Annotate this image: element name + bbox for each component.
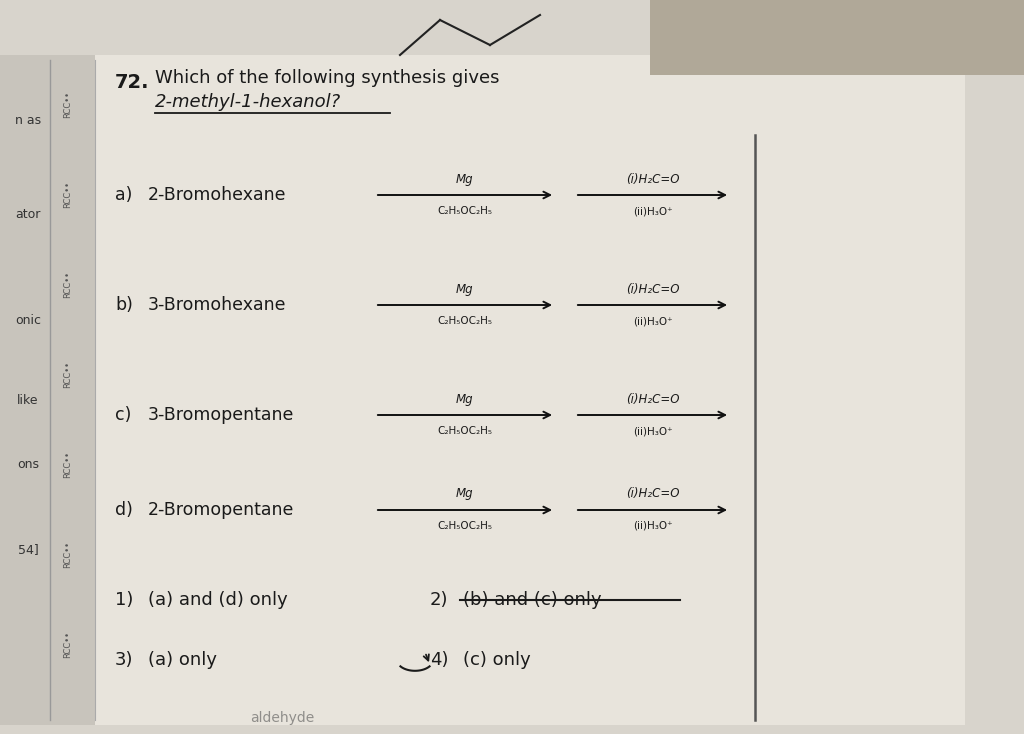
Text: RCC••: RCC••: [63, 542, 73, 569]
Text: RCC••: RCC••: [63, 631, 73, 658]
Text: (ii)H₃O⁺: (ii)H₃O⁺: [633, 206, 673, 216]
Text: RCC••: RCC••: [63, 181, 73, 208]
Text: like: like: [17, 393, 39, 407]
Text: c): c): [115, 406, 131, 424]
Text: 72.: 72.: [115, 73, 150, 92]
Text: RCC••: RCC••: [63, 272, 73, 299]
Text: (ii)H₃O⁺: (ii)H₃O⁺: [633, 316, 673, 326]
Text: (a) only: (a) only: [148, 651, 217, 669]
Text: 2-Bromohexane: 2-Bromohexane: [148, 186, 287, 204]
FancyBboxPatch shape: [95, 55, 965, 725]
Text: Mg: Mg: [456, 393, 474, 405]
Text: 3-Bromopentane: 3-Bromopentane: [148, 406, 294, 424]
Text: n as: n as: [15, 114, 41, 126]
FancyBboxPatch shape: [0, 55, 95, 725]
Text: 4): 4): [430, 651, 449, 669]
Text: (i)H₂C=O: (i)H₂C=O: [626, 172, 679, 186]
Text: ator: ator: [15, 208, 41, 222]
Text: b): b): [115, 296, 133, 314]
Text: a): a): [115, 186, 132, 204]
Text: 3): 3): [115, 651, 133, 669]
Text: C₂H₅OC₂H₅: C₂H₅OC₂H₅: [437, 206, 493, 216]
Text: 2-methyl-1-hexanol?: 2-methyl-1-hexanol?: [155, 93, 341, 111]
Text: C₂H₅OC₂H₅: C₂H₅OC₂H₅: [437, 426, 493, 436]
Text: 2-Bromopentane: 2-Bromopentane: [148, 501, 294, 519]
Text: 1): 1): [115, 591, 133, 609]
Text: RCC: RCC: [930, 10, 998, 40]
Text: (c) only: (c) only: [463, 651, 530, 669]
Text: 54]: 54]: [17, 543, 38, 556]
Text: C₂H₅OC₂H₅: C₂H₅OC₂H₅: [437, 521, 493, 531]
Text: 3-Bromohexane: 3-Bromohexane: [148, 296, 287, 314]
Text: C₂H₅OC₂H₅: C₂H₅OC₂H₅: [437, 316, 493, 326]
FancyBboxPatch shape: [650, 0, 1024, 75]
Text: (i)H₂C=O: (i)H₂C=O: [626, 283, 679, 296]
Text: (ii)H₃O⁺: (ii)H₃O⁺: [633, 521, 673, 531]
Text: RCC••: RCC••: [63, 451, 73, 479]
Text: Mg: Mg: [456, 172, 474, 186]
Text: Mg: Mg: [456, 487, 474, 501]
Text: (ii)H₃O⁺: (ii)H₃O⁺: [633, 426, 673, 436]
Text: (i)H₂C=O: (i)H₂C=O: [626, 487, 679, 501]
Text: d): d): [115, 501, 133, 519]
Text: (i)H₂C=O: (i)H₂C=O: [626, 393, 679, 405]
Text: RCC••: RCC••: [63, 362, 73, 388]
Text: ons: ons: [17, 459, 39, 471]
Text: 2): 2): [430, 591, 449, 609]
Text: Which of the following synthesis gives: Which of the following synthesis gives: [155, 69, 500, 87]
Text: (b) and (c) only: (b) and (c) only: [463, 591, 602, 609]
Text: Mg: Mg: [456, 283, 474, 296]
Text: onic: onic: [15, 313, 41, 327]
Text: aldehyde: aldehyde: [250, 711, 314, 725]
Text: RCC••: RCC••: [63, 92, 73, 118]
Text: (a) and (d) only: (a) and (d) only: [148, 591, 288, 609]
